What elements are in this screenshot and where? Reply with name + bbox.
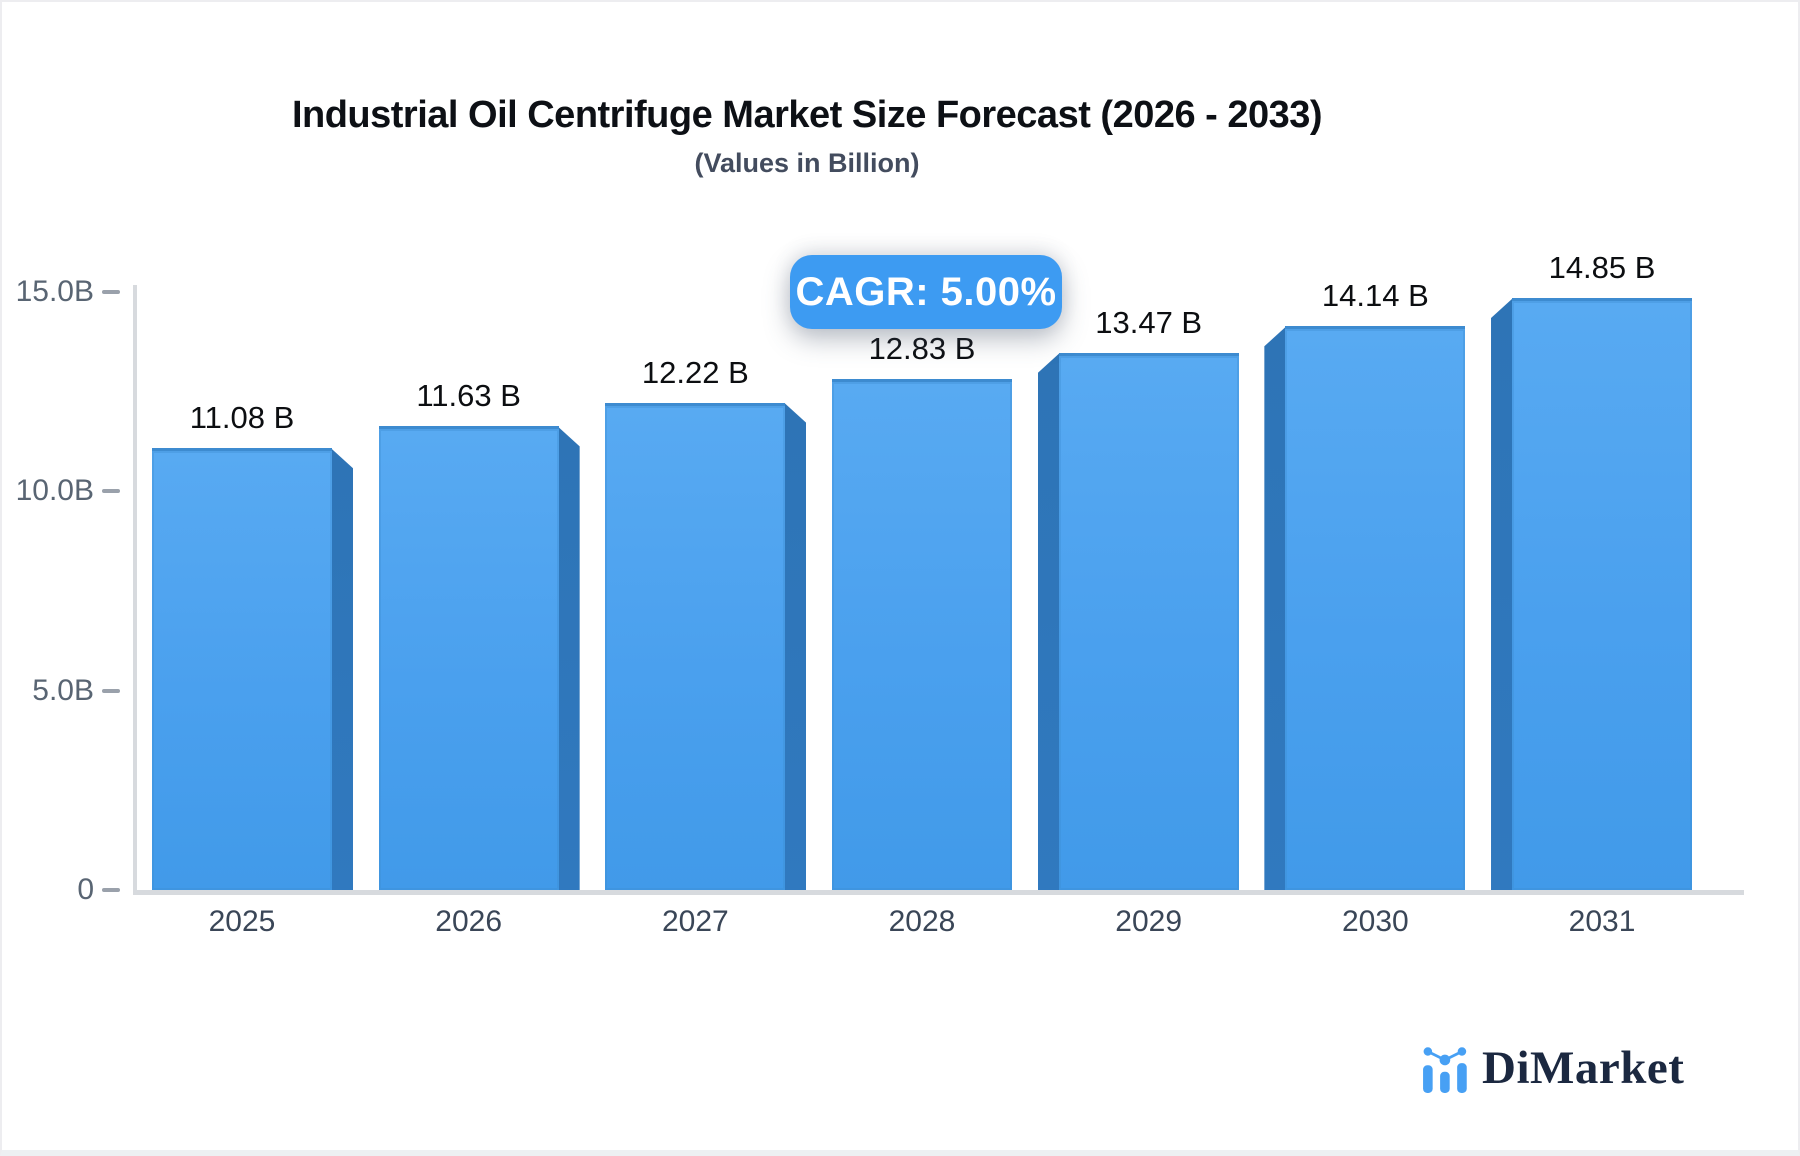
y-tick-dash: [102, 688, 120, 693]
x-axis-line: [133, 890, 1744, 895]
bar-side-panel: [1037, 352, 1060, 890]
bar[interactable]: [1058, 352, 1239, 890]
bar-value-label: 13.47 B: [1095, 304, 1203, 340]
chart-subtitle: (Values in Billion): [694, 148, 920, 178]
x-axis-label: 2031: [1568, 905, 1636, 938]
bar-value-label: 14.85 B: [1548, 249, 1656, 285]
chart-title: Industrial Oil Centrifuge Market Size Fo…: [291, 94, 1323, 136]
bar[interactable]: [605, 402, 786, 890]
logo: DiMarket: [1423, 1042, 1684, 1094]
x-axis-label: 2030: [1341, 905, 1409, 938]
y-axis-line: [133, 285, 137, 895]
logo-text: DiMarket: [1482, 1042, 1685, 1094]
cagr-badge: CAGR: 5.00%: [790, 255, 1062, 329]
dimarket-logo-icon: [1423, 1046, 1467, 1093]
y-tick-label: 10.0B: [15, 474, 94, 508]
x-axis-label: 2025: [208, 905, 276, 938]
bar-value-label: 12.22 B: [641, 354, 749, 390]
bar-value-label: 14.14 B: [1321, 278, 1429, 314]
y-tick-label: 0: [77, 873, 94, 906]
y-tick-dash: [102, 489, 120, 494]
bar[interactable]: [1512, 297, 1693, 890]
bar-side-panel: [557, 426, 580, 890]
bar[interactable]: [832, 378, 1012, 890]
x-axis-label: 2028: [888, 905, 956, 938]
bar-side-panel: [331, 448, 353, 890]
bar-side-panel: [1264, 326, 1287, 890]
x-axis-label: 2026: [435, 905, 503, 938]
bar-side-panel: [784, 402, 807, 890]
bar-side-panel: [1491, 297, 1514, 890]
y-tick-dash: [102, 888, 120, 892]
bar[interactable]: [378, 426, 559, 890]
y-tick-label: 15.0B: [15, 275, 94, 308]
bar-value-label: 12.83 B: [868, 330, 976, 366]
x-axis-label: 2029: [1115, 905, 1183, 938]
x-axis-label: 2027: [661, 905, 729, 938]
y-tick-dash: [102, 290, 120, 294]
bar[interactable]: [152, 448, 332, 890]
y-tick-label: 5.0B: [32, 673, 94, 707]
bar[interactable]: [1285, 326, 1466, 890]
bar-value-label: 11.08 B: [189, 400, 295, 436]
bar-value-label: 11.63 B: [416, 378, 521, 414]
cagr-badge-label: CAGR: 5.00%: [795, 269, 1057, 314]
